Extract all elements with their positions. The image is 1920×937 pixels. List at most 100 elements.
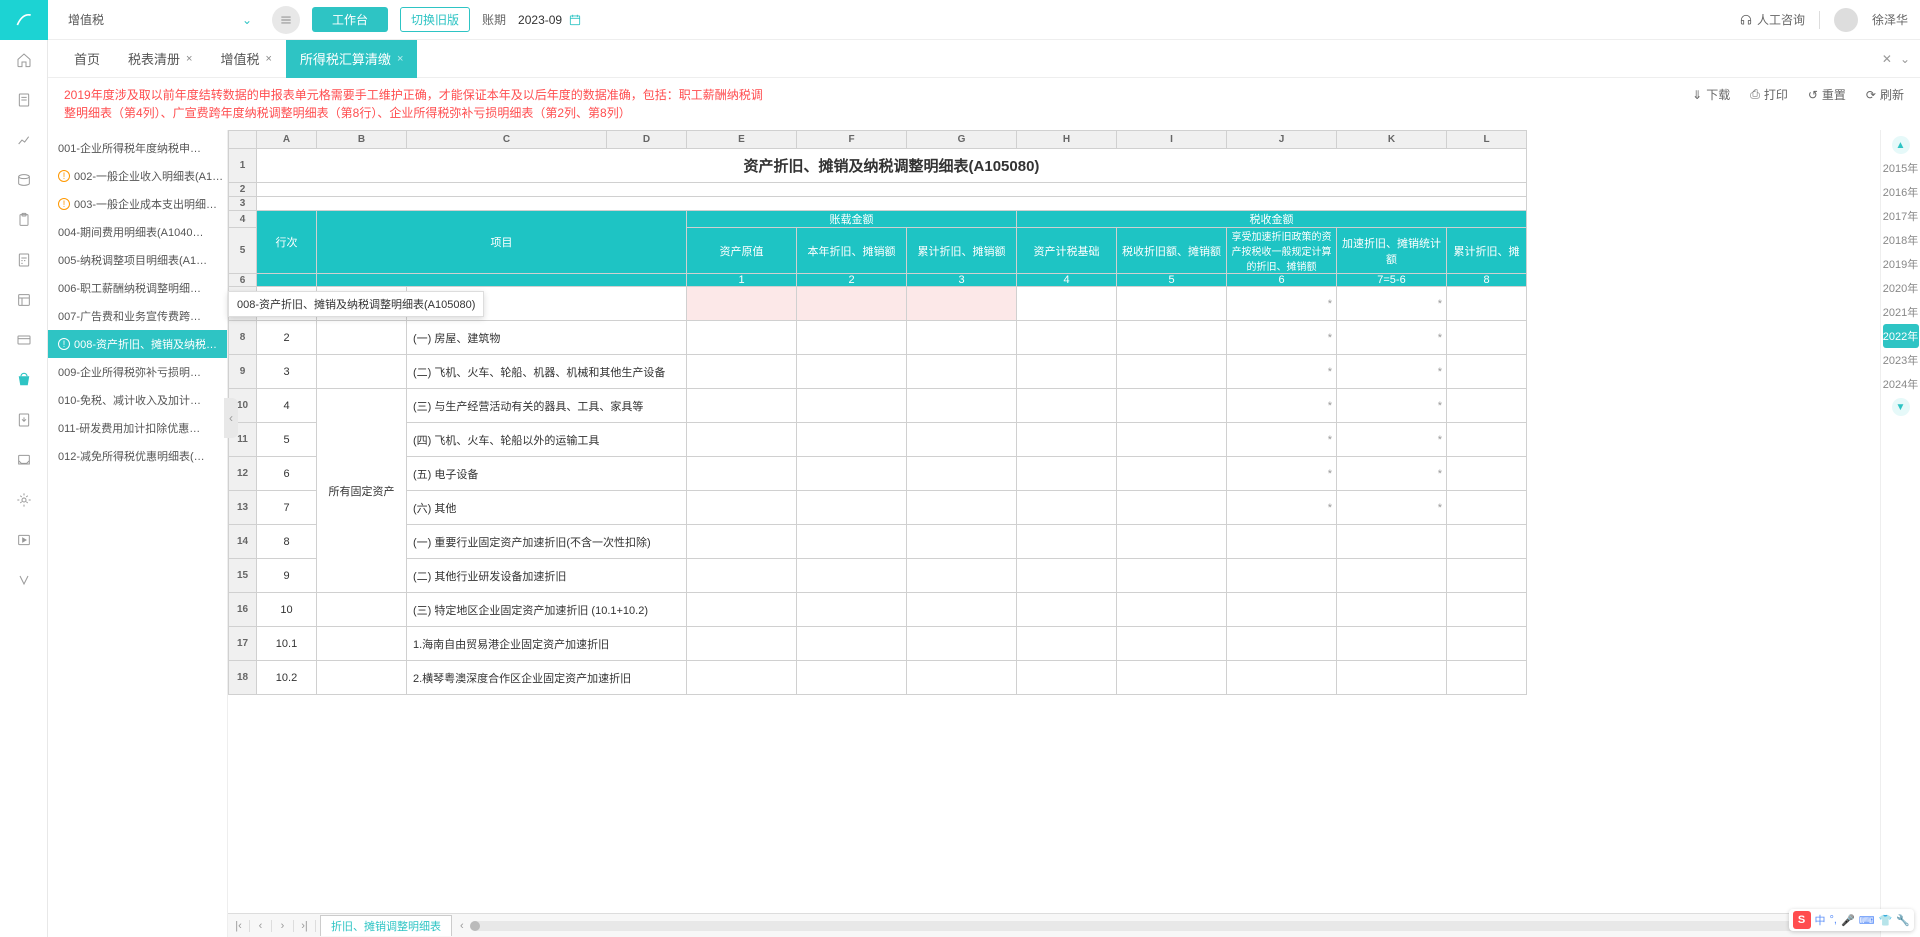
ime-skin-icon[interactable]: 👕 xyxy=(1879,914,1893,927)
year-item[interactable]: 2024年 xyxy=(1883,372,1919,396)
notice-text: 2019年度涉及取以前年度结转数据的申报表单元格需要手工维护正确，才能保证本年及… xyxy=(64,86,764,122)
ime-tool-icon[interactable]: 🔧 xyxy=(1896,914,1910,927)
close-icon[interactable]: × xyxy=(265,53,271,65)
year-item[interactable]: 2017年 xyxy=(1883,204,1919,228)
table-row[interactable]: 1610(三) 特定地区企业固定资产加速折旧 (10.1+10.2) xyxy=(229,593,1527,627)
side-item[interactable]: !003-一般企业成本支出明细… xyxy=(48,190,227,218)
download-button[interactable]: ⇓ 下载 xyxy=(1692,86,1730,103)
headset-icon xyxy=(1739,13,1753,27)
warn-icon: ! xyxy=(58,170,70,182)
year-item[interactable]: 2023年 xyxy=(1883,348,1919,372)
table-row[interactable]: 148(一) 重要行业固定资产加速折旧(不含一次性扣除) xyxy=(229,525,1527,559)
ime-keyboard-icon[interactable]: ⌨ xyxy=(1859,914,1875,927)
sheet-tab[interactable]: 折旧、摊销调整明细表 xyxy=(320,915,452,936)
side-item[interactable]: 005-纳税调整项目明细表(A1… xyxy=(48,246,227,274)
tab-menu-icon[interactable]: ⌄ xyxy=(1900,52,1910,66)
warn-icon: ! xyxy=(58,338,70,350)
list-toggle-button[interactable] xyxy=(272,6,300,34)
side-item[interactable]: 004-期间费用明细表(A1040… xyxy=(48,218,227,246)
close-icon[interactable]: × xyxy=(186,53,192,65)
year-item[interactable]: 2020年 xyxy=(1883,276,1919,300)
year-item[interactable]: 2022年 xyxy=(1883,324,1919,348)
nav-settings-icon[interactable] xyxy=(0,480,48,520)
user-name: 徐泽华 xyxy=(1872,11,1908,28)
side-item[interactable]: 010-免税、减计收入及加计… xyxy=(48,386,227,414)
nav-export-icon[interactable] xyxy=(0,400,48,440)
nav-inbox-icon[interactable] xyxy=(0,440,48,480)
nav-card-icon[interactable] xyxy=(0,320,48,360)
nav-chart-icon[interactable] xyxy=(0,120,48,160)
side-item[interactable]: 012-减免所得税优惠明细表(… xyxy=(48,442,227,470)
refresh-button[interactable]: ⟳ 刷新 xyxy=(1866,86,1904,103)
year-up-icon[interactable]: ▲ xyxy=(1892,136,1910,154)
period-picker[interactable]: 2023-09 xyxy=(518,13,582,27)
calendar-icon xyxy=(568,13,582,27)
year-rail: ▲ 2015年2016年2017年2018年2019年2020年2021年202… xyxy=(1880,130,1920,937)
side-item[interactable]: !008-资产折旧、摊销及纳税… xyxy=(48,330,227,358)
tab[interactable]: 所得税汇算清缴× xyxy=(286,40,417,78)
nav-clipboard-icon[interactable] xyxy=(0,200,48,240)
ime-mode[interactable]: 中 xyxy=(1815,912,1826,928)
ime-bar: S 中 °, 🎤 ⌨ 👕 🔧 xyxy=(1789,909,1914,931)
sheet-title: 资产折旧、摊销及纳税调整明细表(A105080) xyxy=(257,149,1527,183)
table-row[interactable]: 115(四) 飞机、火车、轮船以外的运输工具 xyxy=(229,423,1527,457)
nav-money-icon[interactable] xyxy=(0,160,48,200)
ime-mic-icon[interactable]: 🎤 xyxy=(1841,914,1855,927)
workbench-button[interactable]: 工作台 xyxy=(312,7,388,32)
year-item[interactable]: 2016年 xyxy=(1883,180,1919,204)
ime-punct-icon[interactable]: °, xyxy=(1830,914,1837,926)
nav-calc-icon[interactable] xyxy=(0,240,48,280)
sheet-nav-last[interactable]: ›| xyxy=(294,920,316,932)
year-down-icon[interactable]: ▼ xyxy=(1892,398,1910,416)
nav-template-icon[interactable] xyxy=(0,280,48,320)
sheet-nav-first[interactable]: |‹ xyxy=(228,920,250,932)
year-item[interactable]: 2021年 xyxy=(1883,300,1919,324)
switch-old-button[interactable]: 切换旧版 xyxy=(400,7,470,32)
side-item[interactable]: 006-职工薪酬纳税调整明细… xyxy=(48,274,227,302)
table-row[interactable]: 159(二) 其他行业研发设备加速折旧 xyxy=(229,559,1527,593)
year-item[interactable]: 2019年 xyxy=(1883,252,1919,276)
nav-tax-icon[interactable] xyxy=(0,360,48,400)
consult-link[interactable]: 人工咨询 xyxy=(1739,11,1805,28)
ime-logo[interactable]: S xyxy=(1793,911,1811,929)
collapse-handle[interactable]: ‹ xyxy=(224,398,238,438)
close-icon[interactable]: × xyxy=(397,53,403,65)
side-item[interactable]: !002-一般企业收入明细表(A1… xyxy=(48,162,227,190)
nav-home-icon[interactable] xyxy=(0,40,48,80)
sheet-nav-next[interactable]: › xyxy=(272,920,294,932)
vat-select[interactable]: 增值税 ⌄ xyxy=(60,7,260,32)
topbar: 增值税 ⌄ 工作台 切换旧版 账期 2023-09 人工咨询 徐泽华 xyxy=(48,0,1920,40)
table-row[interactable]: 1710.11.海南自由贸易港企业固定资产加速折旧 xyxy=(229,627,1527,661)
table-row[interactable]: 82(一) 房屋、建筑物 xyxy=(229,321,1527,355)
nav-video-icon[interactable] xyxy=(0,520,48,560)
year-item[interactable]: 2018年 xyxy=(1883,228,1919,252)
form-side-list: 001-企业所得税年度纳税申…!002-一般企业收入明细表(A1…!003-一般… xyxy=(48,130,228,937)
warn-icon: ! xyxy=(58,198,70,210)
year-item[interactable]: 2015年 xyxy=(1883,156,1919,180)
table-row[interactable]: 126(五) 电子设备 xyxy=(229,457,1527,491)
side-item[interactable]: 011-研发费用加计扣除优惠… xyxy=(48,414,227,442)
side-item[interactable]: 007-广告费和业务宣传费跨… xyxy=(48,302,227,330)
h-scrollbar[interactable]: ‹› xyxy=(452,920,1880,932)
reset-button[interactable]: ↺ 重置 xyxy=(1808,86,1846,103)
print-button[interactable]: ⎙ 打印 xyxy=(1750,86,1788,103)
tab-bar: 首页税表清册×增值税×所得税汇算清缴× ✕ ⌄ xyxy=(48,40,1920,78)
tab[interactable]: 税表清册× xyxy=(114,40,206,78)
side-item[interactable]: 009-企业所得税弥补亏损明… xyxy=(48,358,227,386)
table-row[interactable]: 137(六) 其他 xyxy=(229,491,1527,525)
nav-v-icon[interactable] xyxy=(0,560,48,600)
spreadsheet: ABCDEFGHIJKL 1资产折旧、摊销及纳税调整明细表(A105080) 2… xyxy=(228,130,1527,695)
tab[interactable]: 首页 xyxy=(60,40,114,78)
sheet-scroll[interactable]: ABCDEFGHIJKL 1资产折旧、摊销及纳税调整明细表(A105080) 2… xyxy=(228,130,1880,913)
app-logo[interactable] xyxy=(0,0,48,40)
user-avatar[interactable] xyxy=(1834,8,1858,32)
vat-label: 增值税 xyxy=(68,11,104,28)
table-row[interactable]: 104所有固定资产(三) 与生产经营活动有关的器具、工具、家具等 xyxy=(229,389,1527,423)
table-row[interactable]: 1810.22.横琴粤澳深度合作区企业固定资产加速折旧 xyxy=(229,661,1527,695)
nav-doc-icon[interactable] xyxy=(0,80,48,120)
sheet-nav-prev[interactable]: ‹ xyxy=(250,920,272,932)
table-row[interactable]: 93(二) 飞机、火车、轮船、机器、机械和其他生产设备 xyxy=(229,355,1527,389)
tab[interactable]: 增值税× xyxy=(206,40,285,78)
close-tab-icon[interactable]: ✕ xyxy=(1882,52,1892,66)
side-item[interactable]: 001-企业所得税年度纳税申… xyxy=(48,134,227,162)
